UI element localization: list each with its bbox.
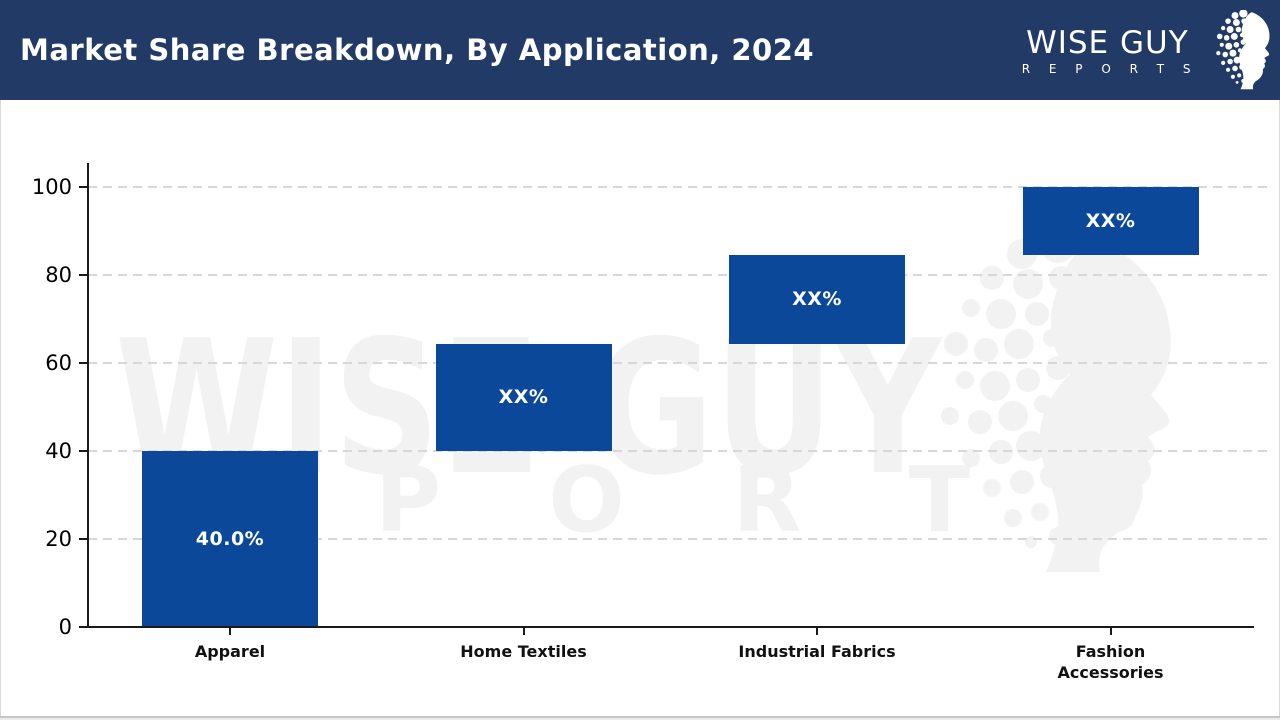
x-tick-mark [229,628,231,635]
y-tick-label: 100 [31,175,72,199]
logo-brand-sub: R E P O R T S [1021,61,1198,76]
wiseguy-head-icon [1216,10,1270,90]
y-tick-mark [79,362,87,364]
wiseguy-logo-text: WISE GUY R E P O R T S [1017,25,1198,76]
x-axis-spine [87,626,1254,628]
gridline [88,274,1272,276]
gridline [88,186,1272,188]
report-header: Market Share Breakdown, By Application, … [0,0,1280,100]
watermark-subtext: P O R T S [375,448,1181,553]
y-tick-label: 20 [45,527,72,551]
y-axis-spine [87,163,89,628]
page-title: Market Share Breakdown, By Application, … [20,33,815,67]
wiseguy-logo: WISE GUY R E P O R T S [1017,8,1270,92]
bar-value-label: XX% [1085,209,1136,232]
y-tick-label: 40 [45,439,72,463]
gridline [88,538,1272,540]
page-bottom-strip [0,718,1280,720]
x-tick-mark [522,628,525,635]
y-tick-label: 60 [45,351,72,375]
y-tick-label: 0 [58,615,72,639]
y-tick-mark [79,450,87,452]
y-tick-mark [79,538,87,540]
bar: 40.0% [142,451,318,627]
bar-value-label: 40.0% [195,528,265,550]
y-tick-mark [79,274,87,276]
x-axis-label: Home Textiles [460,642,587,661]
bar-value-label: XX% [498,386,549,409]
x-axis-label: Industrial Fabrics [738,642,896,661]
page-border-bottom [0,716,1280,718]
logo-brand-name: WISE GUY [1026,24,1189,61]
y-tick-mark [79,186,87,188]
y-tick-mark [79,626,87,628]
x-tick-mark [1109,628,1112,635]
x-axis-label: Apparel [194,642,266,661]
bar-value-label: XX% [792,288,842,311]
page-border-left [0,100,1,720]
gridline [88,362,1272,364]
bar: XX% [1022,187,1199,255]
bar: XX% [435,343,612,451]
gridline [88,450,1272,452]
y-tick-label: 80 [45,263,72,287]
x-tick-mark [816,628,818,635]
bar: XX% [729,254,905,344]
x-axis-label: Fashion Accessories [1057,642,1164,682]
